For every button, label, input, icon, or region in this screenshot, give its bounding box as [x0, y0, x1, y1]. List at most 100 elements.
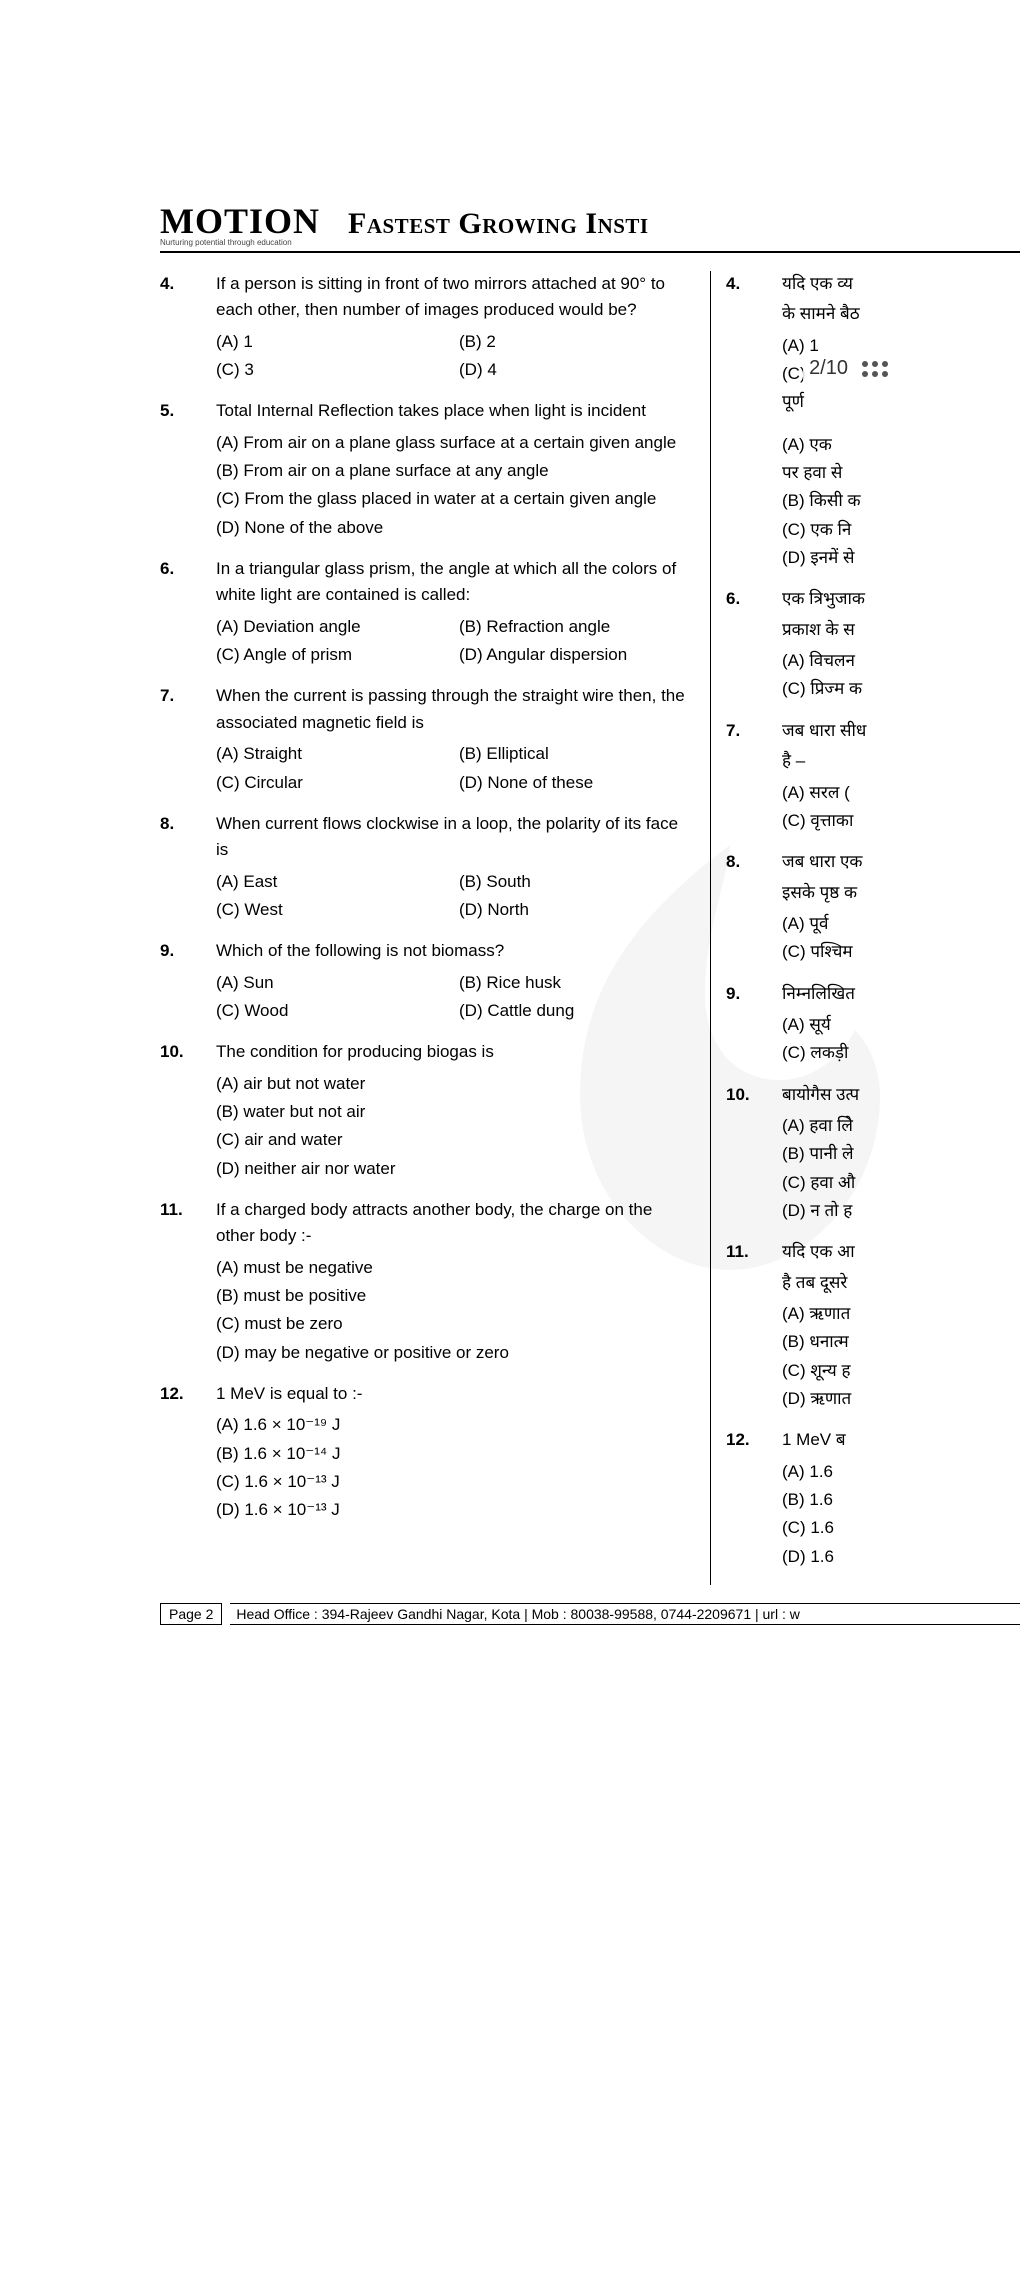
- question-block: (A) एकपर हवा से(B) किसी क(C) एक नि(D) इन…: [726, 431, 1020, 573]
- question-stem: 1 MeV ब: [782, 1427, 1020, 1453]
- question-stem-line: है तब दूसरे: [782, 1270, 1020, 1296]
- page-indicator-overlay: 2/10: [803, 355, 894, 382]
- question-block: 9.निम्नलिखित(A) सूर्य(C) लकड़ी: [726, 981, 1020, 1068]
- option: (C) हवा औ: [782, 1169, 1020, 1197]
- options: (A) From air on a plane glass surface at…: [216, 429, 694, 542]
- option: (D) Cattle dung: [459, 997, 694, 1025]
- question-number: 7.: [726, 718, 782, 835]
- options: (A) सूर्य(C) लकड़ी: [782, 1011, 1020, 1068]
- question-block: 7.When the current is passing through th…: [160, 683, 694, 796]
- question-block: 12.1 MeV is equal to :-(A) 1.6 × 10⁻¹⁹ J…: [160, 1381, 694, 1525]
- option: (B) Elliptical: [459, 740, 694, 768]
- right-column: 4.यदि एक व्यके सामने बैठ(A) 1(C)पूर्ण(A)…: [710, 271, 1020, 1585]
- options: (A) 1.6(B) 1.6(C) 1.6(D) 1.6: [782, 1458, 1020, 1571]
- option: (A) Sun: [216, 969, 451, 997]
- question-number: 6.: [726, 586, 782, 703]
- question-number: 12.: [160, 1381, 216, 1525]
- option: (C) 3: [216, 356, 451, 384]
- option: (C) must be zero: [216, 1310, 694, 1338]
- option: (C) वृत्ताका: [782, 807, 1020, 835]
- option: (A) हवा लेि: [782, 1112, 1020, 1140]
- question-stem: In a triangular glass prism, the angle a…: [216, 556, 694, 609]
- option: (C) Angle of prism: [216, 641, 451, 669]
- option: (A) 1.6: [782, 1458, 1020, 1486]
- option: (D) None of these: [459, 769, 694, 797]
- option: (B) 1.6: [782, 1486, 1020, 1514]
- option: (D) North: [459, 896, 694, 924]
- question-stem: जब धारा सीध: [782, 718, 1020, 744]
- option: (B) 2: [459, 328, 694, 356]
- options: (A) विचलन(C) प्रिज्म क: [782, 647, 1020, 704]
- question-body: (A) एकपर हवा से(B) किसी क(C) एक नि(D) इन…: [782, 431, 1020, 573]
- footer-contact: Head Office : 394-Rajeev Gandhi Nagar, K…: [230, 1603, 1020, 1625]
- question-stem: एक त्रिभुजाक: [782, 586, 1020, 612]
- left-column: 4.If a person is sitting in front of two…: [160, 271, 710, 1585]
- option: (C) West: [216, 896, 451, 924]
- options: (A) must be negative(B) must be positive…: [216, 1254, 694, 1367]
- question-stem-line: है –: [782, 748, 1020, 774]
- option: पर हवा से: [782, 459, 1020, 487]
- question-number: 8.: [160, 811, 216, 924]
- question-body: In a triangular glass prism, the angle a…: [216, 556, 694, 669]
- options: (A) सरल ((C) वृत्ताका: [782, 779, 1020, 836]
- option: (D) इनमें से: [782, 544, 1020, 572]
- question-number: 5.: [160, 398, 216, 542]
- option: (A) विचलन: [782, 647, 1020, 675]
- question-block: 7.जब धारा सीध है – (A) सरल ((C) वृत्ताका: [726, 718, 1020, 835]
- question-body: When the current is passing through the …: [216, 683, 694, 796]
- option: (C) प्रिज्म क: [782, 675, 1020, 703]
- option: (A) सरल (: [782, 779, 1020, 807]
- question-stem: If a charged body attracts another body,…: [216, 1197, 694, 1250]
- option: (C) पश्चिम: [782, 938, 1020, 966]
- question-number: 7.: [160, 683, 216, 796]
- option: (D) 1.6 × 10⁻¹³ J: [216, 1496, 694, 1524]
- option: (B) From air on a plane surface at any a…: [216, 457, 694, 485]
- option: (A) air but not water: [216, 1070, 694, 1098]
- options: (A) 1.6 × 10⁻¹⁹ J(B) 1.6 × 10⁻¹⁴ J(C) 1.…: [216, 1411, 694, 1524]
- option: (D) 4: [459, 356, 694, 384]
- option: (D) 1.6: [782, 1543, 1020, 1571]
- option: (C) 1.6: [782, 1514, 1020, 1542]
- option: (B) धनात्म: [782, 1328, 1020, 1356]
- question-body: Which of the following is not biomass?(A…: [216, 938, 694, 1025]
- question-stem-line: के सामने बैठ: [782, 301, 1020, 327]
- logo-text: MOTION: [160, 200, 320, 242]
- option: (B) Rice husk: [459, 969, 694, 997]
- options: (A) 1(B) 2(C) 3(D) 4: [216, 328, 694, 385]
- question-body: When current flows clockwise in a loop, …: [216, 811, 694, 924]
- question-block: 11.यदि एक आहै तब दूसरे(A) ऋणात(B) धनात्म…: [726, 1239, 1020, 1413]
- question-body: निम्नलिखित(A) सूर्य(C) लकड़ी: [782, 981, 1020, 1068]
- question-body: जब धारा एकइसके पृष्ठ क(A) पूर्व(C) पश्चि…: [782, 849, 1020, 966]
- question-body: The condition for producing biogas is(A)…: [216, 1039, 694, 1183]
- question-stem: जब धारा एक: [782, 849, 1020, 875]
- question-body: जब धारा सीध है – (A) सरल ((C) वृत्ताका: [782, 718, 1020, 835]
- drag-handle-icon[interactable]: [862, 361, 888, 377]
- option: (A) 1.6 × 10⁻¹⁹ J: [216, 1411, 694, 1439]
- option: (D) न तो ह: [782, 1197, 1020, 1225]
- question-block: 10.The condition for producing biogas is…: [160, 1039, 694, 1183]
- question-number: 11.: [726, 1239, 782, 1413]
- question-block: 10.बायोगैस उत्प(A) हवा लेि(B) पानी ले(C)…: [726, 1082, 1020, 1226]
- option: (D) Angular dispersion: [459, 641, 694, 669]
- options: (A) Sun(B) Rice husk(C) Wood(D) Cattle d…: [216, 969, 694, 1026]
- question-number: 10.: [726, 1082, 782, 1226]
- question-body: Total Internal Reflection takes place wh…: [216, 398, 694, 542]
- question-block: 8.When current flows clockwise in a loop…: [160, 811, 694, 924]
- option: (C) Circular: [216, 769, 451, 797]
- option: (B) Refraction angle: [459, 613, 694, 641]
- header: MOTION Nurturing potential through educa…: [160, 200, 1020, 253]
- question-stem: When current flows clockwise in a loop, …: [216, 811, 694, 864]
- question-body: 1 MeV ब (A) 1.6(B) 1.6(C) 1.6(D) 1.6: [782, 1427, 1020, 1571]
- question-number: 4.: [726, 271, 782, 417]
- brand-logo: MOTION Nurturing potential through educa…: [160, 200, 320, 247]
- question-number: 4.: [160, 271, 216, 384]
- question-stem: Total Internal Reflection takes place wh…: [216, 398, 694, 424]
- question-block: 6.एक त्रिभुजाकप्रकाश के स(A) विचलन(C) प्…: [726, 586, 1020, 703]
- question-block: 8.जब धारा एकइसके पृष्ठ क(A) पूर्व(C) पश्…: [726, 849, 1020, 966]
- option: (B) पानी ले: [782, 1140, 1020, 1168]
- option: (B) water but not air: [216, 1098, 694, 1126]
- question-stem: If a person is sitting in front of two m…: [216, 271, 694, 324]
- option: (C) लकड़ी: [782, 1039, 1020, 1067]
- footer: Page 2 Head Office : 394-Rajeev Gandhi N…: [160, 1603, 1020, 1625]
- exam-page: MOTION Nurturing potential through educa…: [0, 0, 1024, 1655]
